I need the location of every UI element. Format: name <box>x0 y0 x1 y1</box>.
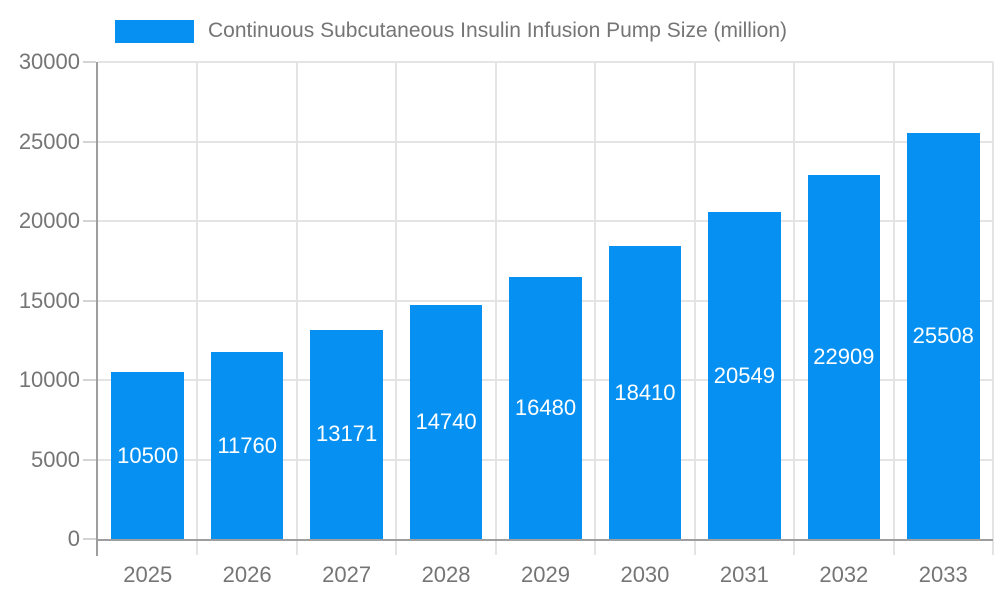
y-axis-tick-label: 10000 <box>18 367 80 392</box>
bar-2031[interactable]: 20549 <box>708 212 781 539</box>
bar-2033[interactable]: 25508 <box>906 133 980 539</box>
y-axis-tick-label: 5000 <box>31 446 80 472</box>
y-axis-tick <box>83 458 96 461</box>
x-axis-tick-label: 2026 <box>222 562 272 587</box>
bar-value-label: 25508 <box>912 323 974 349</box>
v-gridline <box>992 62 994 555</box>
legend-swatch <box>115 19 194 43</box>
y-axis-tick <box>83 538 96 540</box>
bar-value-label: 13171 <box>316 421 378 447</box>
x-axis-tick-label: 2031 <box>719 562 769 587</box>
x-axis-tick-label: 2025 <box>123 562 173 587</box>
y-axis-tick-label: 30000 <box>18 49 80 74</box>
h-gridline <box>98 220 993 222</box>
x-axis-tick-label: 2030 <box>620 562 670 587</box>
h-gridline <box>98 61 993 63</box>
x-axis-tick-label: 2032 <box>819 562 869 587</box>
y-axis-tick <box>83 299 96 302</box>
y-axis-tick <box>83 220 96 222</box>
x-axis-tick-label: 2029 <box>521 562 570 587</box>
bar-value-label: 11760 <box>217 432 277 458</box>
h-gridline <box>98 140 993 143</box>
bar-2027[interactable]: 13171 <box>310 329 383 539</box>
y-axis-line <box>96 62 98 556</box>
bar-value-label: 18410 <box>614 379 676 405</box>
y-axis-tick <box>83 379 96 381</box>
y-axis-tick-label: 15000 <box>18 287 80 313</box>
x-axis-tick-label: 2027 <box>322 562 372 587</box>
y-axis-tick <box>83 61 96 63</box>
v-gridline <box>892 62 895 555</box>
y-axis-tick-label: 0 <box>67 526 80 551</box>
x-axis-line <box>96 539 993 541</box>
plot-area: 10500 11760 13171 14740 16480 18410 20549 22909… <box>19 49 994 587</box>
x-axis-tick-label: 2028 <box>421 562 471 587</box>
bar-2026[interactable]: 11760 <box>210 352 284 539</box>
v-gridline <box>693 62 696 555</box>
bar-value-label: 20549 <box>713 362 775 388</box>
bar-value-label: 22909 <box>813 343 875 369</box>
v-gridline <box>594 62 597 555</box>
bar-2029[interactable]: 16480 <box>509 276 582 539</box>
legend-label: Continuous Subcutaneous Insulin Infusion… <box>208 19 787 42</box>
v-gridline <box>295 62 298 555</box>
v-gridline <box>793 62 796 555</box>
bar-2028[interactable]: 14740 <box>409 304 483 539</box>
v-gridline <box>395 62 398 555</box>
y-axis-tick-label: 25000 <box>18 128 80 154</box>
bar-2032[interactable]: 22909 <box>807 174 881 539</box>
v-gridline <box>196 62 199 555</box>
bar-value-label: 10500 <box>117 442 179 468</box>
bar-2030[interactable]: 18410 <box>608 246 682 539</box>
bar-2025[interactable]: 10500 <box>111 372 185 539</box>
y-axis-tick <box>83 140 96 143</box>
bar-value-label: 16480 <box>514 394 577 420</box>
v-gridline <box>494 62 497 555</box>
legend[interactable]: Continuous Subcutaneous Insulin Infusion… <box>115 19 787 43</box>
y-axis-tick-label: 20000 <box>18 208 80 233</box>
bar-value-label: 14740 <box>415 408 477 434</box>
x-axis-tick-label: 2033 <box>918 562 968 587</box>
